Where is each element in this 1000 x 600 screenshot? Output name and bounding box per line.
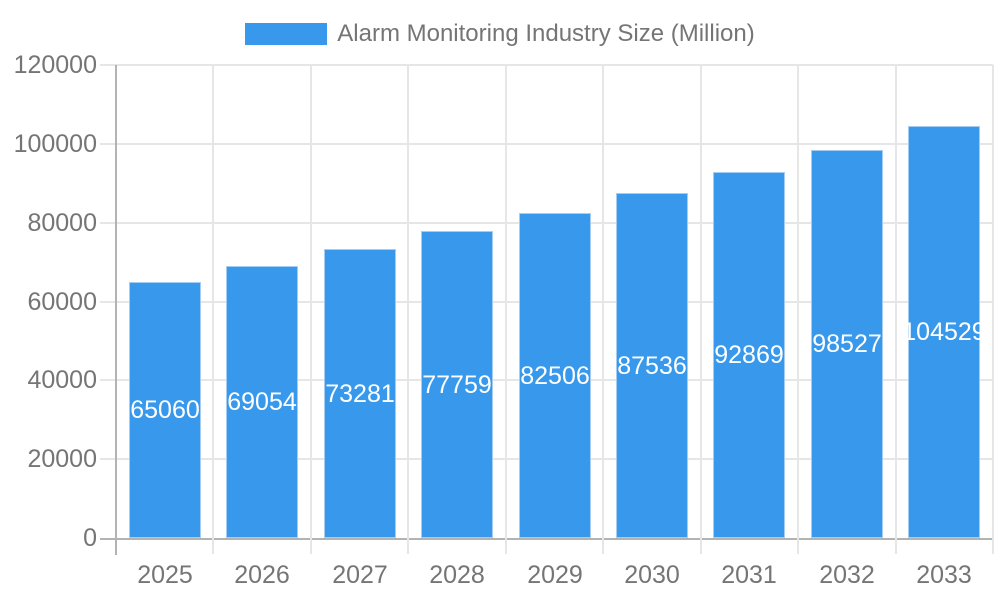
x-tick-label: 2026 [234, 561, 290, 589]
gridline-vertical [992, 65, 994, 538]
y-tick-label: 60000 [27, 288, 97, 316]
y-tick-mark [100, 379, 116, 381]
bar-2027[interactable] [324, 249, 396, 538]
bar-2033[interactable] [908, 126, 980, 538]
x-tick-label: 2025 [137, 561, 193, 589]
bar-2026[interactable] [226, 266, 298, 538]
x-tick-mark [212, 538, 214, 554]
bar-2028[interactable] [421, 231, 493, 538]
x-tick-label: 2033 [916, 561, 972, 589]
y-axis: 0 20000 40000 60000 80000 100000 120000 [0, 52, 100, 551]
bar-value-label: 92869 [714, 341, 784, 369]
x-tick-mark [407, 538, 409, 554]
y-tick-label: 0 [83, 524, 97, 552]
x-tick-label: 2029 [527, 561, 583, 589]
bar-value-label: 73281 [325, 380, 395, 408]
bar-2025[interactable] [129, 282, 201, 538]
y-tick-mark [100, 301, 116, 303]
gridline-vertical [310, 65, 312, 538]
plot-area: 65060 2025 69054 2026 73281 2027 77759 2028 8250… [100, 64, 994, 588]
bar-2031[interactable] [713, 172, 785, 538]
y-tick-label: 120000 [13, 51, 97, 79]
gridline-horizontal [116, 64, 993, 66]
y-tick-mark [100, 222, 116, 224]
y-tick-label: 20000 [27, 445, 97, 473]
bar-value-label: 98527 [812, 330, 882, 358]
legend-label: Alarm Monitoring Industry Size (Million) [337, 20, 755, 47]
y-tick-label: 80000 [27, 209, 97, 237]
bar-2032[interactable] [811, 150, 883, 538]
gridline-vertical [407, 65, 409, 538]
bar-2029[interactable] [519, 213, 591, 538]
x-tick-label: 2031 [721, 561, 777, 589]
gridline-vertical [700, 65, 702, 538]
gridline-horizontal [116, 143, 993, 145]
x-tick-label: 2030 [624, 561, 680, 589]
bar-value-label: 104529 [902, 318, 986, 346]
gridline-vertical [505, 65, 507, 538]
bar-value-label: 77759 [422, 371, 492, 399]
x-tick-mark [895, 538, 897, 554]
x-tick-label: 2032 [819, 561, 875, 589]
x-tick-label: 2028 [429, 561, 485, 589]
chart-legend: Alarm Monitoring Industry Size (Million) [0, 22, 1000, 46]
y-tick-label: 100000 [13, 130, 97, 158]
x-tick-mark [310, 538, 312, 554]
y-tick-label: 40000 [27, 366, 97, 394]
y-tick-mark [100, 458, 116, 460]
y-tick-mark [100, 64, 116, 66]
y-axis-line [115, 65, 117, 555]
legend-swatch [245, 23, 328, 45]
bar-value-label: 69054 [227, 388, 297, 416]
x-tick-mark [505, 538, 507, 554]
bar-value-label: 65060 [130, 396, 200, 424]
gridline-vertical [212, 65, 214, 538]
gridline-vertical [895, 65, 897, 538]
gridline-vertical [602, 65, 604, 538]
bar-value-label: 87536 [617, 352, 687, 380]
y-tick-mark [100, 143, 116, 145]
x-tick-mark [992, 538, 994, 554]
gridline-vertical [797, 65, 799, 538]
x-tick-mark [602, 538, 604, 554]
x-axis-baseline [100, 538, 993, 540]
x-tick-mark [700, 538, 702, 554]
x-tick-mark [797, 538, 799, 554]
bar-value-label: 82506 [520, 362, 590, 390]
x-tick-label: 2027 [332, 561, 388, 589]
bar-2030[interactable] [616, 193, 688, 538]
